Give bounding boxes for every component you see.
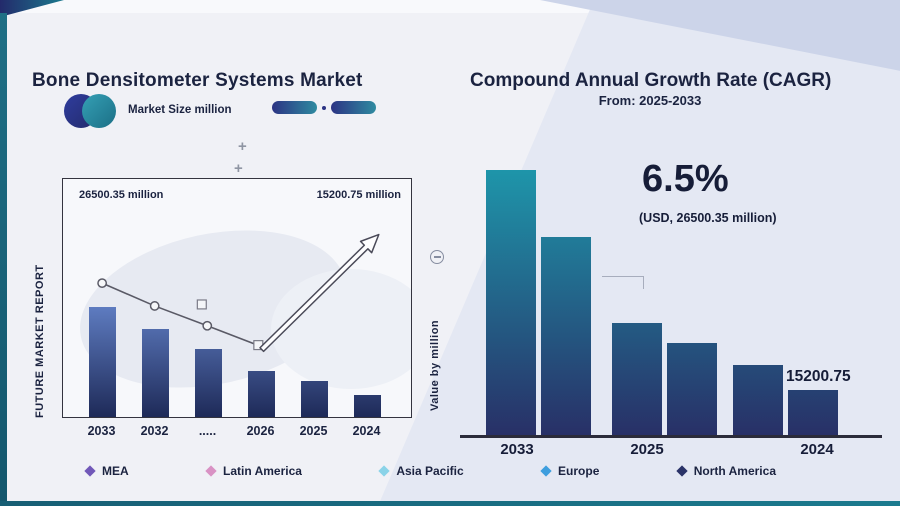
left-chart-bar: [142, 329, 169, 417]
diamond-marker-icon: [84, 465, 96, 477]
region-legend-label: Europe: [558, 464, 600, 478]
left-chart-bar: [301, 381, 328, 417]
region-legend-label: North America: [693, 464, 776, 478]
value-annotation: 15200.75: [786, 368, 851, 385]
cagr-value: 6.5%: [642, 158, 729, 200]
circle-marker-icon: [149, 301, 160, 311]
legend-pill-icon: [272, 101, 317, 114]
annotation-end-value: 15200.75 million: [316, 189, 401, 201]
region-legend-item: Latin America: [205, 464, 302, 478]
right-chart-title: Compound Annual Growth Rate (CAGR): [470, 69, 832, 91]
diamond-marker-icon: [540, 465, 552, 477]
region-legend-item: MEA: [84, 464, 129, 478]
left-chart-bar: [354, 395, 381, 417]
bracket-decoration-icon: [602, 276, 644, 289]
legend-pills: [272, 101, 376, 114]
future-market-report-label: FUTURE MARKET REPORT: [34, 264, 46, 418]
annotation-max-value: 26500.35 million: [79, 189, 164, 201]
diamond-marker-icon: [676, 465, 688, 477]
region-legend-label: Asia Pacific: [396, 464, 464, 478]
circle-marker-icon: [97, 278, 108, 289]
right-chart-subtitle: From: 2025-2033: [598, 93, 702, 108]
left-chart-bar: [195, 349, 222, 417]
diamond-marker-icon: [205, 465, 217, 477]
cagr-caption: (USD, 26500.35 million): [639, 211, 777, 225]
left-xaxis-label: 2032: [140, 424, 169, 438]
circle-minus-icon: [430, 250, 444, 264]
legend-disc-teal-icon: [82, 94, 116, 128]
diamond-marker-icon: [378, 465, 390, 477]
right-xaxis-line: [460, 435, 882, 438]
left-xaxis-label: 2026: [246, 424, 275, 438]
left-chart-bar: [89, 307, 116, 417]
left-xaxis-label: 2033: [87, 424, 116, 438]
region-legend-item: Europe: [540, 464, 600, 478]
market-size-legend-label: Market Size million: [128, 104, 232, 116]
bg-blob: [271, 269, 411, 389]
left-bars: [89, 307, 381, 417]
left-xaxis-label: .....: [198, 424, 217, 438]
left-xaxis: 2033 2032..... 2026 2025 2024: [87, 424, 381, 438]
circle-marker-icon: [202, 320, 213, 331]
growth-arrow-icon: [259, 233, 380, 353]
plus-decoration-icon: +: [238, 138, 247, 155]
left-xaxis-label: 2025: [299, 424, 328, 438]
value-by-million-label: Value by million: [429, 319, 441, 411]
legend-pill-separator-icon: [322, 105, 326, 110]
left-chart-title: Bone Densitometer Systems Market: [32, 69, 363, 91]
left-chart-plot: 26500.35 million 15200.75 million: [62, 178, 412, 418]
left-xaxis-label: 2024: [352, 424, 381, 438]
bottom-edge-stripe: [0, 501, 900, 506]
region-legend-label: Latin America: [223, 464, 302, 478]
region-legend-item: Asia Pacific: [378, 464, 464, 478]
region-legend-label: MEA: [102, 464, 129, 478]
trend-line-arrow: [97, 233, 380, 353]
left-edge-stripe: [0, 13, 7, 501]
square-marker-icon: [196, 299, 207, 310]
region-legend: MEA Latin America Asia Pacific Europe North …: [84, 464, 776, 478]
plus-decoration-icon: +: [234, 160, 243, 177]
left-chart-bar: [248, 371, 275, 417]
region-legend-item: North America: [676, 464, 776, 478]
legend-pill-icon: [331, 101, 376, 114]
